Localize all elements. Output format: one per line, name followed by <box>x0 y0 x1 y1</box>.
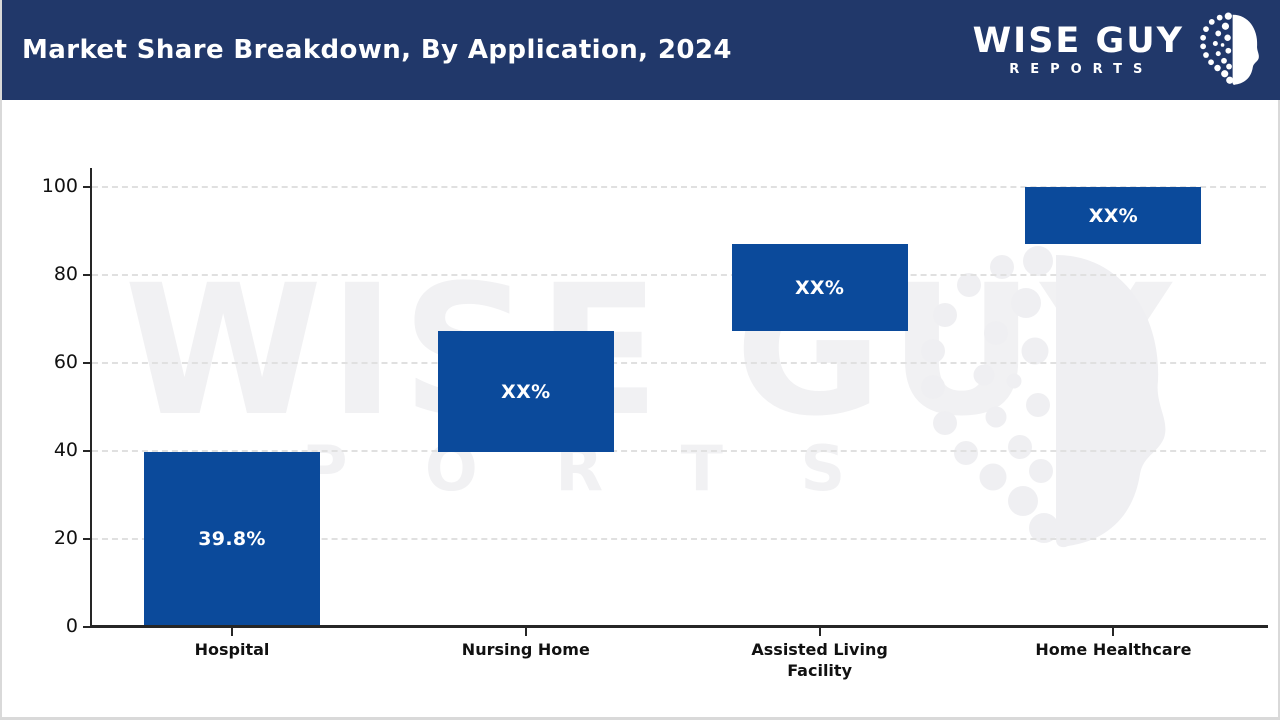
x-axis-label: Home Healthcare <box>1035 640 1192 659</box>
brand-name: WISE GUY <box>972 21 1184 61</box>
y-tick-label: 0 <box>65 615 78 637</box>
gridline <box>92 450 1266 452</box>
x-tick-mark <box>818 628 821 636</box>
y-tick-label: 40 <box>53 439 78 461</box>
brand-subname: REPORTS <box>1009 62 1154 77</box>
bar-nursing-home: XX% <box>437 331 614 452</box>
gridline <box>92 538 1266 540</box>
x-axis-label: Assisted Living Facility <box>751 640 888 680</box>
y-axis-spine <box>90 168 92 628</box>
x-axis-label: Nursing Home <box>461 640 590 659</box>
bar-value-label: 39.8% <box>198 528 266 551</box>
chart-title: Market Share Breakdown, By Application, … <box>22 35 732 65</box>
gridline <box>92 362 1266 364</box>
y-tick-mark <box>83 626 91 628</box>
brand-logo: WISE GUY REPORTS <box>973 9 1260 91</box>
x-axis-label: Hospital <box>194 640 270 659</box>
x-tick-mark <box>524 628 527 636</box>
y-tick-mark <box>83 450 91 452</box>
brand-head-icon <box>1200 12 1259 85</box>
y-tick-label: 20 <box>53 527 78 549</box>
x-tick-mark <box>1112 628 1115 636</box>
gridline <box>92 274 1266 276</box>
bar-hospital: 39.8% <box>144 451 320 627</box>
y-tick-mark <box>83 274 91 276</box>
y-tick-label: 100 <box>41 175 78 197</box>
x-axis-spine <box>90 625 1268 628</box>
y-tick-mark <box>83 186 91 188</box>
gridline <box>92 186 1266 188</box>
brand-text: WISE GUY REPORTS <box>972 21 1184 77</box>
y-tick-mark <box>83 538 91 540</box>
bar-home-healthcare: XX% <box>1025 187 1202 245</box>
y-tick-mark <box>83 362 91 364</box>
y-tick-label: 80 <box>53 263 78 285</box>
y-tick-label: 60 <box>53 351 78 373</box>
bar-value-label: XX% <box>794 276 845 299</box>
bar-assisted-living-facility: XX% <box>731 244 908 332</box>
bar-value-label: XX% <box>1088 204 1139 227</box>
header-bar: Market Share Breakdown, By Application, … <box>2 0 1280 100</box>
bar-value-label: XX% <box>501 380 551 403</box>
x-tick-mark <box>231 628 233 636</box>
watermark-head-icon <box>921 246 1166 548</box>
